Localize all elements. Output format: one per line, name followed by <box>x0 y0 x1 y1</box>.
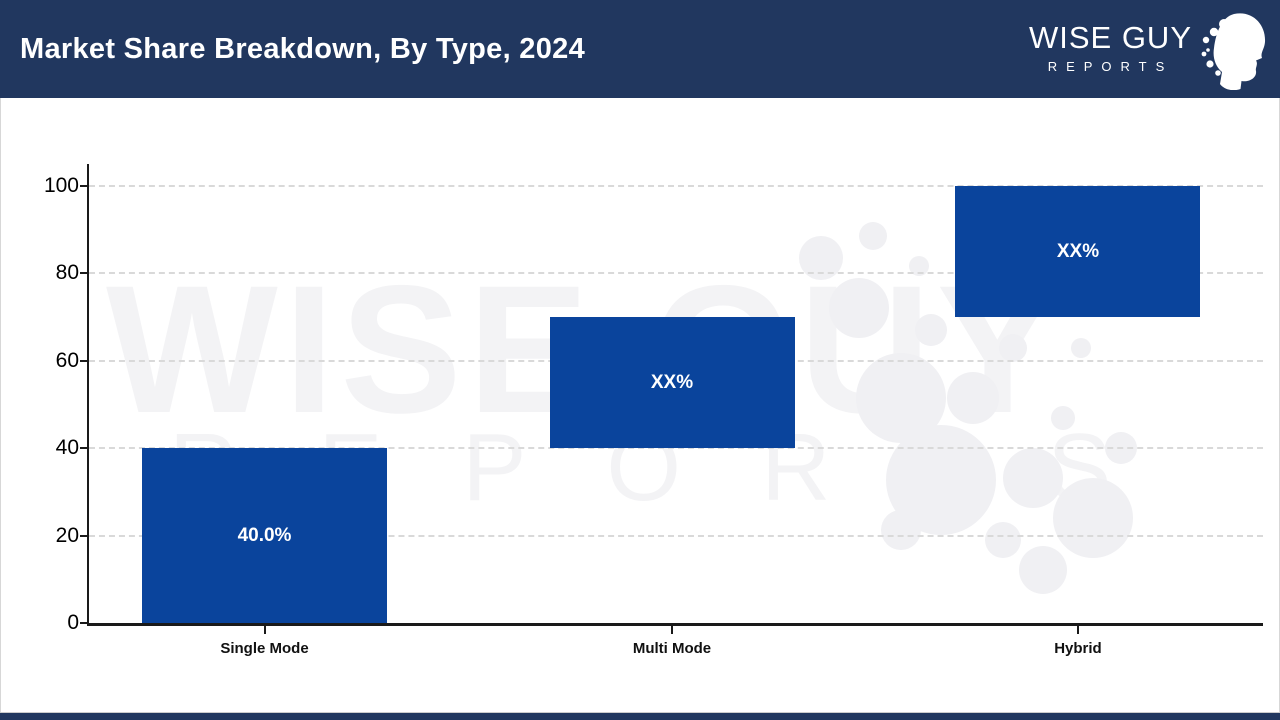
watermark-dot <box>829 278 889 338</box>
watermark-dot <box>909 256 929 276</box>
bar-hybrid: XX% <box>955 186 1201 318</box>
wise-guy-reports-logo: WISE GUY REPORTS <box>1010 8 1268 92</box>
watermark-dot <box>1019 546 1067 594</box>
y-axis-tick-label: 80 <box>55 261 79 285</box>
footer-divider <box>0 712 1280 713</box>
y-axis-tick-mark <box>80 359 88 362</box>
x-axis-label-multi-mode: Multi Mode <box>632 640 712 657</box>
y-axis-tick-mark <box>80 447 88 450</box>
y-axis-tick-label: 60 <box>55 348 79 372</box>
logo-wordmark: WISE GUY <box>1028 20 1192 55</box>
bar-value-label: XX% <box>650 371 694 393</box>
watermark-dot <box>1051 406 1075 430</box>
watermark-dot <box>999 334 1027 362</box>
footer-bar <box>0 713 1280 720</box>
watermark-dot <box>947 372 999 424</box>
x-axis-tick-mark <box>671 626 673 634</box>
y-axis-tick-mark <box>80 534 88 537</box>
watermark-dot <box>1003 448 1063 508</box>
x-axis-line <box>87 623 1263 626</box>
bar-value-label: XX% <box>1056 240 1100 262</box>
header-bar: Market Share Breakdown, By Type, 2024 WI… <box>0 0 1280 98</box>
gridline-y20 <box>89 534 1263 537</box>
watermark-dot <box>859 222 887 250</box>
watermark-dot <box>881 510 921 550</box>
y-axis-line <box>87 164 89 625</box>
gridline-y100 <box>89 185 1263 187</box>
x-axis-label-hybrid: Hybrid <box>1054 640 1102 657</box>
dotted-head-profile-icon <box>1201 13 1266 90</box>
watermark-dot <box>1053 478 1133 558</box>
y-axis-tick-mark <box>80 272 88 275</box>
watermark-dot <box>915 314 947 346</box>
y-axis-tick-label: 0 <box>67 611 79 634</box>
bar-value-label: 40.0% <box>237 524 292 546</box>
gridline-y80 <box>89 272 1263 275</box>
x-axis-tick-mark <box>1076 626 1079 634</box>
y-axis-tick-mark <box>80 185 88 187</box>
watermark-dot <box>1071 338 1091 358</box>
x-axis-label-single-mode: Single Mode <box>220 640 309 657</box>
page-title: Market Share Breakdown, By Type, 2024 <box>20 32 586 65</box>
y-axis-tick-label: 40 <box>55 436 79 460</box>
y-axis-tick-label: 20 <box>55 523 79 547</box>
y-axis-tick-label: 100 <box>43 174 79 197</box>
logo-text: WISE GUY REPORTS <box>1029 20 1192 74</box>
x-axis-tick-mark <box>263 626 266 634</box>
watermark-dot <box>985 522 1021 558</box>
logo-subtitle: REPORTS <box>1047 59 1174 74</box>
bar-multi-mode: XX% <box>549 317 795 449</box>
gridline-y40 <box>89 447 1263 450</box>
chart-area: WISE GUY REPORTS 0 20 40 60 80 100 40.0% Single… <box>0 98 1280 712</box>
bar-single-mode: 40.0% <box>142 448 387 623</box>
y-axis-tick-mark <box>80 622 88 624</box>
